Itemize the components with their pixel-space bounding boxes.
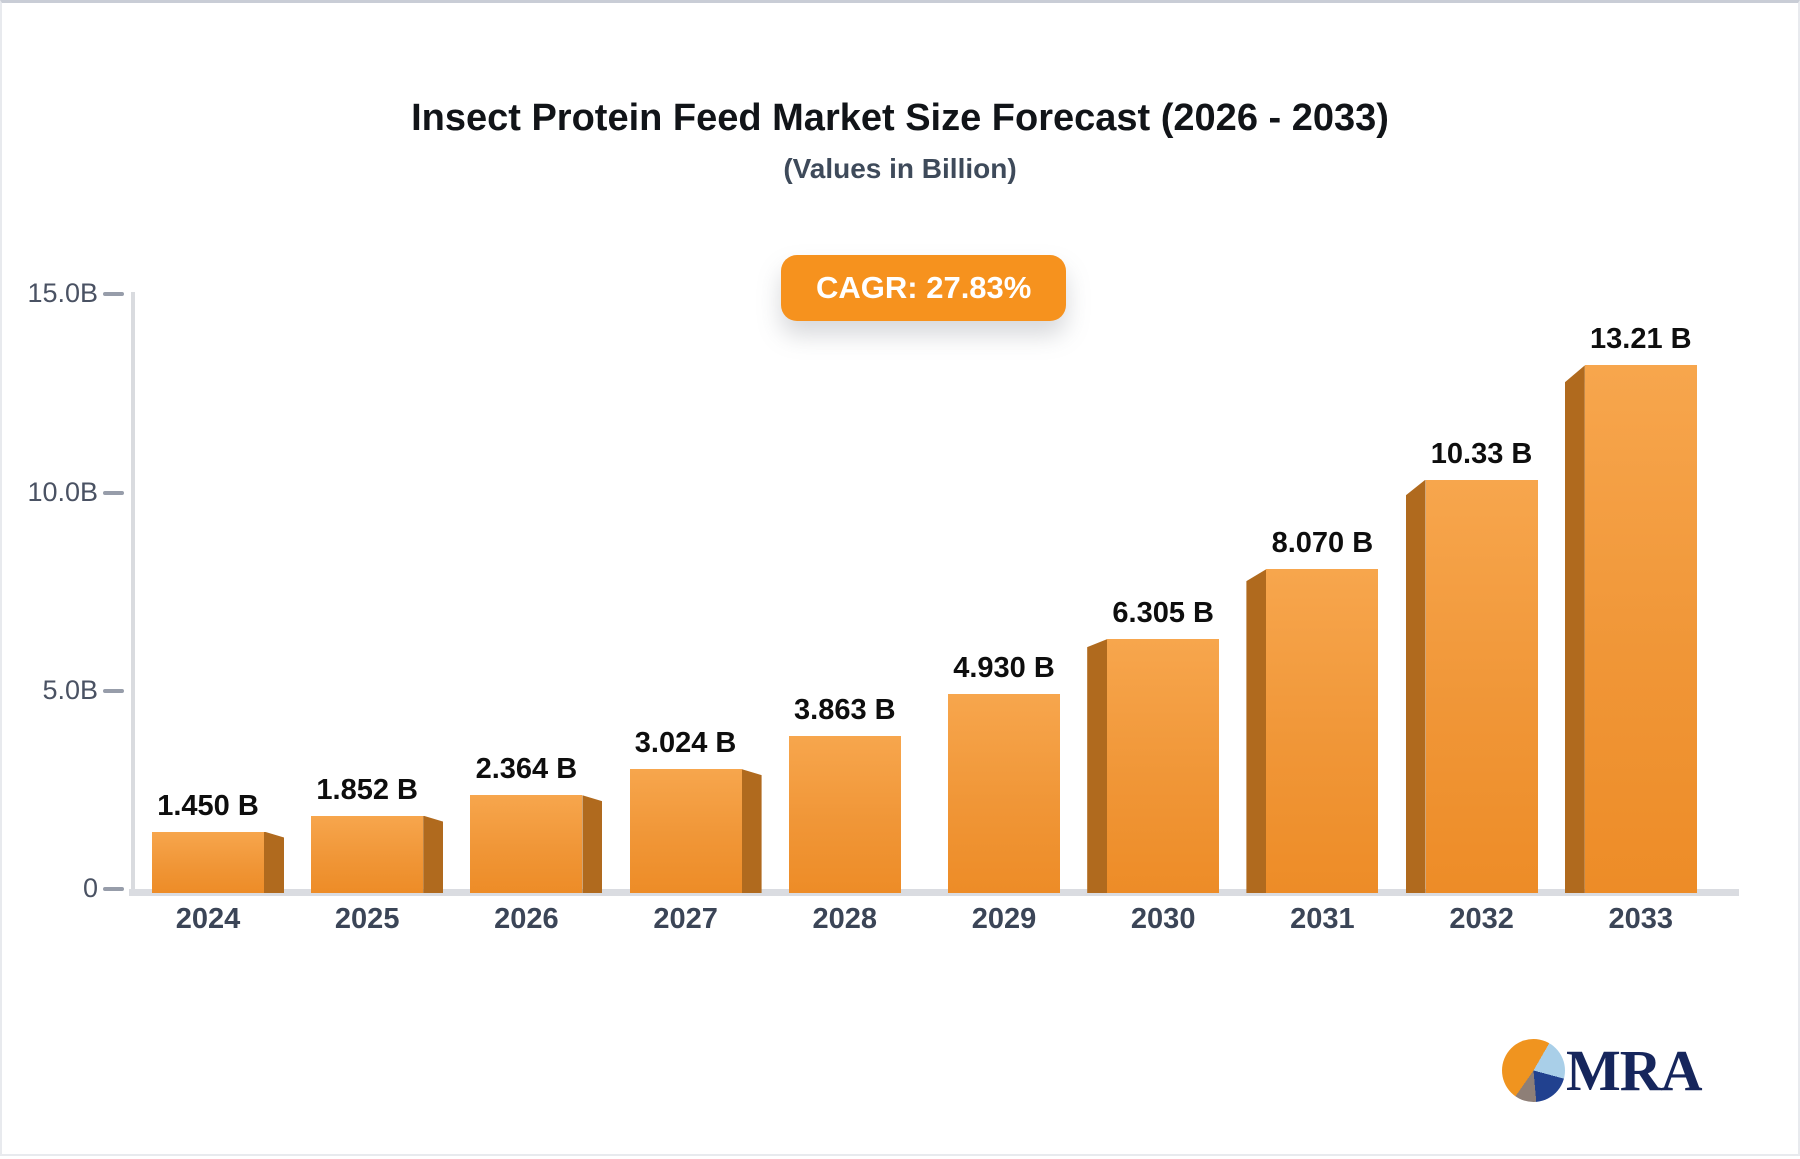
bar-value-label: 13.21 B <box>1590 323 1692 356</box>
pie-chart-icon <box>1502 1039 1565 1102</box>
bar <box>629 769 742 893</box>
y-tick-label: 0 <box>82 873 98 903</box>
page-subtitle: (Values in Billion) <box>783 153 1017 184</box>
x-axis-label: 2029 <box>971 903 1037 935</box>
bar-side <box>582 795 603 893</box>
bar-value-label: 3.863 B <box>794 693 896 726</box>
brand-text: MRA <box>1566 1037 1703 1103</box>
bar <box>948 693 1060 893</box>
bar-value-label: 2.364 B <box>475 753 578 786</box>
x-axis-label: 2030 <box>1130 903 1196 935</box>
x-axis-label: 2026 <box>494 903 559 935</box>
y-tick-label: 15.0B <box>27 278 98 309</box>
bar-side <box>1564 365 1585 893</box>
plot-area: 15.0B 10.0B 5.0B 0 1.450 B 2024 1.852 B 2025 2.3… <box>2 3 1800 1159</box>
bar-side <box>1087 639 1108 893</box>
bar-value-label: 4.930 B <box>953 651 1055 684</box>
bar-value-label: 1.450 B <box>157 789 259 822</box>
bar-side <box>423 815 444 893</box>
bar-value-label: 3.024 B <box>634 727 737 760</box>
y-tick <box>103 688 124 693</box>
bar <box>788 735 901 893</box>
y-tick-label: 10.0B <box>27 476 98 507</box>
x-axis-label: 2025 <box>334 903 400 935</box>
bar-value-label: 8.070 B <box>1271 527 1374 560</box>
y-tick-label: 5.0B <box>42 674 98 705</box>
x-axis-label: 2033 <box>1608 903 1674 935</box>
bar-side <box>1246 569 1267 893</box>
y-tick <box>103 490 124 495</box>
x-axis-label: 2028 <box>812 903 878 935</box>
x-axis-label: 2031 <box>1290 903 1355 935</box>
y-tick <box>103 292 124 297</box>
x-axis-label: 2027 <box>653 903 718 935</box>
bar <box>311 815 424 893</box>
cagr-badge: CAGR: 27.83% <box>781 255 1067 321</box>
bar <box>152 831 264 893</box>
x-axis-label: 2032 <box>1449 903 1514 935</box>
y-tick <box>103 887 124 891</box>
bar-side <box>264 831 284 893</box>
bar-side <box>741 769 762 893</box>
bar <box>1425 479 1538 893</box>
bar <box>1107 639 1220 893</box>
brand-logo: MRA <box>1502 1037 1703 1103</box>
bar-side <box>1405 479 1426 893</box>
bar <box>1584 365 1697 893</box>
page-title: Insect Protein Feed Market Size Forecast… <box>411 97 1389 139</box>
bar <box>470 795 583 893</box>
x-axis-label: 2024 <box>175 903 241 935</box>
bar-value-label: 10.33 B <box>1430 437 1533 470</box>
y-axis-line <box>131 292 135 892</box>
bar <box>1266 569 1379 893</box>
bar-value-label: 1.852 B <box>316 773 418 806</box>
bar-value-label: 6.305 B <box>1112 597 1214 630</box>
x-axis-line <box>129 889 1739 896</box>
